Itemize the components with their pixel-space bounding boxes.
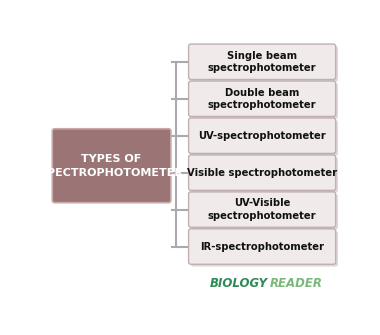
Text: IR-spectrophotometer: IR-spectrophotometer — [200, 242, 324, 252]
FancyBboxPatch shape — [52, 129, 171, 203]
FancyBboxPatch shape — [191, 231, 338, 267]
Text: Visible spectrophotometer: Visible spectrophotometer — [187, 168, 337, 178]
FancyBboxPatch shape — [188, 229, 336, 264]
FancyBboxPatch shape — [191, 83, 338, 119]
Text: READER: READER — [270, 277, 323, 290]
FancyBboxPatch shape — [191, 46, 338, 82]
Text: BIOLOGY: BIOLOGY — [210, 277, 268, 290]
Text: UV-spectrophotometer: UV-spectrophotometer — [198, 131, 326, 141]
FancyBboxPatch shape — [188, 44, 336, 79]
FancyBboxPatch shape — [188, 118, 336, 153]
FancyBboxPatch shape — [188, 81, 336, 117]
Text: Single beam
spectrophotometer: Single beam spectrophotometer — [208, 51, 317, 73]
FancyBboxPatch shape — [191, 157, 338, 193]
Text: UV-Visible
spectrophotometer: UV-Visible spectrophotometer — [208, 198, 317, 221]
Text: Double beam
spectrophotometer: Double beam spectrophotometer — [208, 87, 317, 110]
FancyBboxPatch shape — [188, 155, 336, 190]
FancyBboxPatch shape — [188, 192, 336, 227]
FancyBboxPatch shape — [191, 194, 338, 229]
FancyBboxPatch shape — [191, 120, 338, 156]
Text: TYPES OF
SPECTROPHOTOMETER: TYPES OF SPECTROPHOTOMETER — [40, 154, 184, 178]
